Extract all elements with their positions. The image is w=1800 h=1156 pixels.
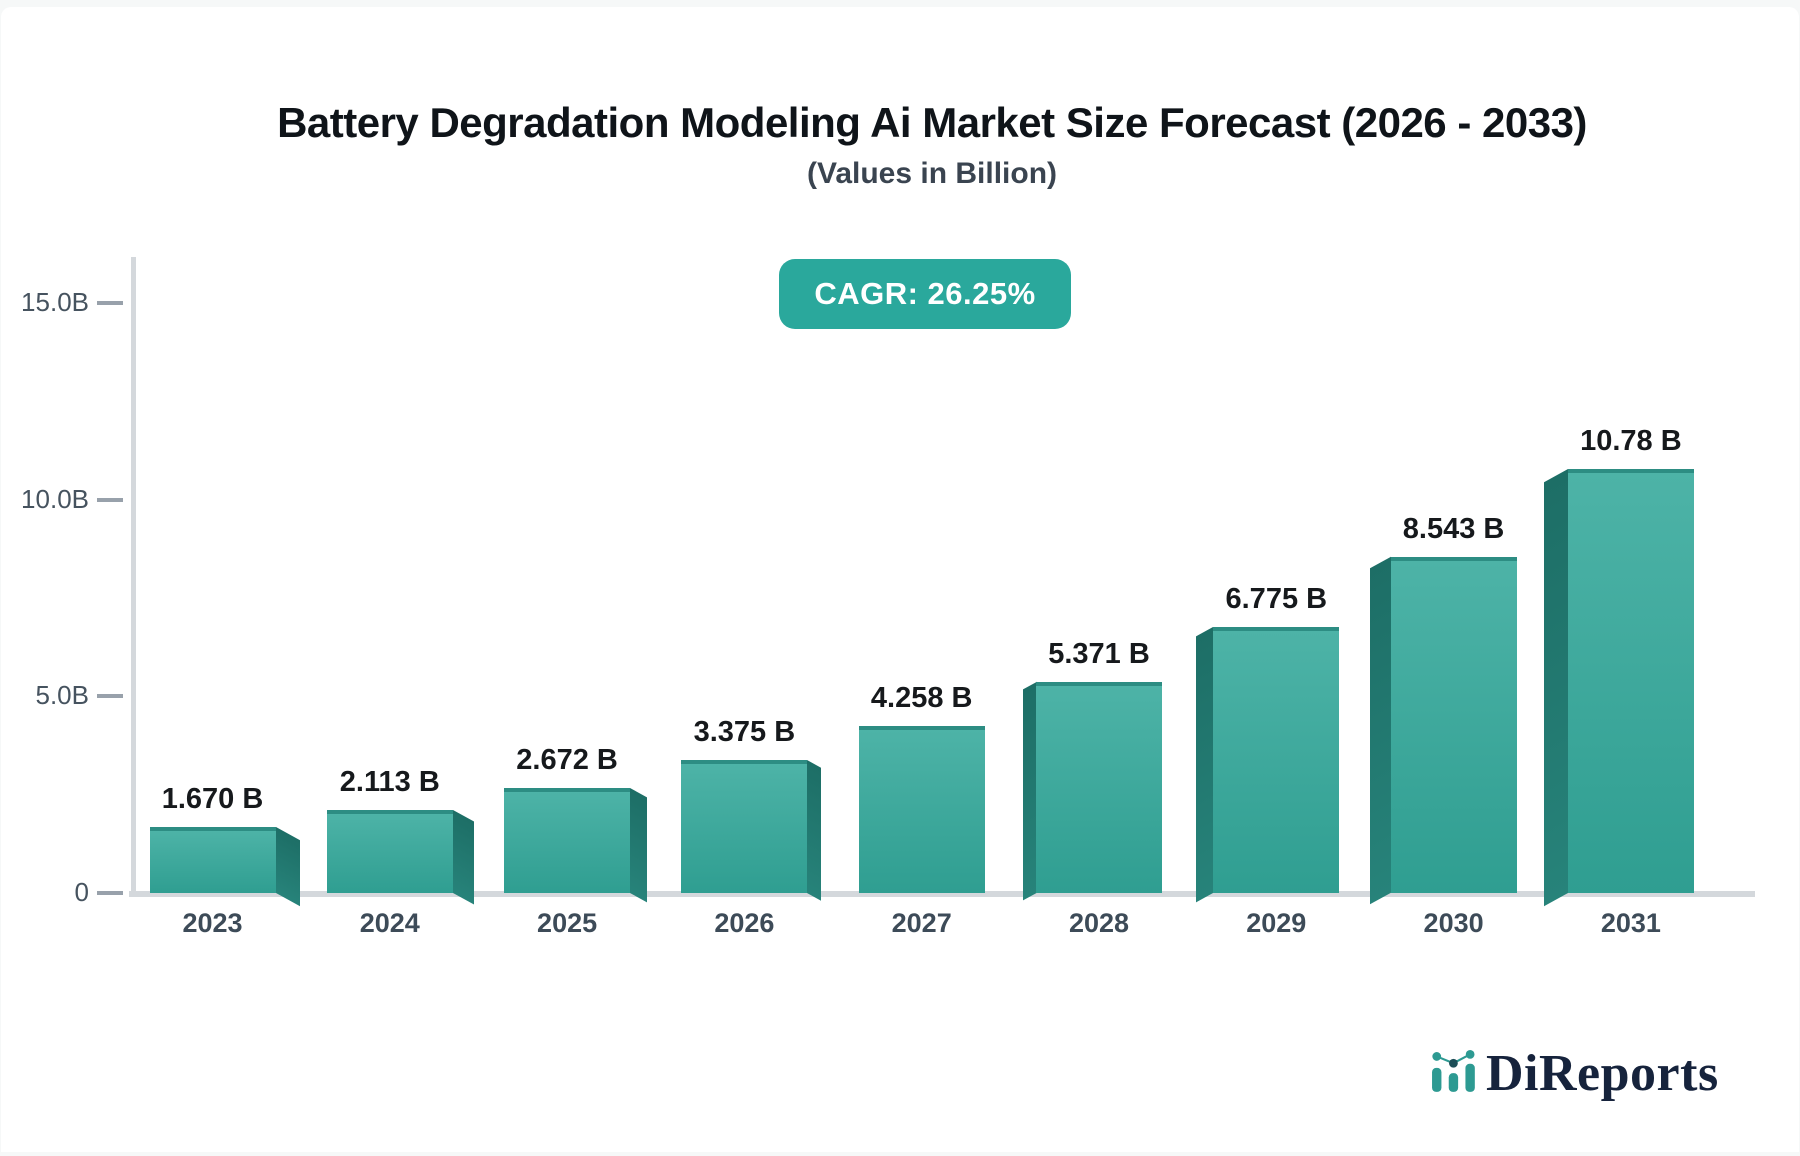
bar-side-2029 (1196, 626, 1214, 903)
bar-side-2025 (630, 787, 648, 903)
bar-value-label-2030: 8.543 B (1402, 512, 1505, 545)
bar-chart: 0 5.0B 10.0B 15.0B 1.670 B 2023 2.113 B 2024 2.6… (1, 7, 1799, 1152)
bar-2026 (681, 760, 808, 893)
x-tick-label-2027: 2027 (891, 908, 952, 938)
x-axis-line (129, 891, 1755, 897)
bar-2029 (1213, 626, 1340, 893)
bar-value-label-2029: 6.775 B (1225, 582, 1328, 615)
x-tick-label-2026: 2026 (714, 908, 775, 938)
bar-2030 (1390, 556, 1517, 893)
report-card: Battery Degradation Modeling Ai Market S… (1, 7, 1799, 1152)
y-tick-15 (97, 301, 123, 305)
y-tick-label-0: 0 (74, 877, 89, 907)
y-tick-10 (97, 497, 123, 502)
bar-side-2030 (1370, 556, 1391, 905)
bar-side-2028 (1022, 681, 1036, 901)
bar-2031 (1567, 468, 1694, 893)
bar-value-label-2024: 2.113 B (339, 765, 440, 798)
cagr-badge: CAGR: 26.25% (779, 259, 1071, 329)
bar-value-label-2025: 2.672 B (516, 743, 618, 776)
chart-subtitle: (Values in Billion) (806, 157, 1058, 190)
y-tick-label-5: 5.0B (35, 680, 90, 711)
x-tick-label-2025: 2025 (537, 908, 598, 938)
bar-2028 (1036, 681, 1162, 893)
brand-name: DiReports (1486, 1045, 1719, 1102)
bar-2024 (326, 809, 453, 893)
bar-side-2023 (275, 827, 300, 907)
bar-2025 (504, 787, 631, 893)
y-tick-5 (97, 694, 123, 699)
bar-value-label-2023: 1.670 B (161, 783, 264, 816)
bar-value-label-2031: 10.78 B (1580, 424, 1682, 457)
chart-title: Battery Degradation Modeling Ai Market S… (277, 99, 1587, 146)
bar-side-2024 (452, 809, 474, 905)
y-tick-label-10: 10.0B (21, 483, 89, 514)
bar-line-chart-icon (1432, 1049, 1475, 1092)
bar-side-2031 (1543, 468, 1568, 907)
bar-2023 (149, 827, 276, 893)
x-tick-label-2028: 2028 (1068, 908, 1130, 938)
x-tick-label-2029: 2029 (1246, 908, 1307, 938)
x-tick-label-2023: 2023 (182, 908, 243, 938)
bar-value-label-2026: 3.375 B (693, 716, 796, 749)
x-tick-label-2024: 2024 (359, 908, 420, 938)
bar-value-label-2027: 4.258 B (870, 681, 973, 714)
bar-2027 (858, 725, 985, 893)
x-tick-label-2031: 2031 (1600, 908, 1661, 938)
bar-value-label-2028: 5.371 B (1048, 637, 1150, 670)
x-tick-label-2030: 2030 (1423, 908, 1484, 938)
y-tick-label-15: 15.0B (21, 287, 89, 317)
y-axis-line (131, 257, 136, 897)
brand-logo: DiReports (1431, 1047, 1719, 1100)
bar-side-2026 (807, 760, 821, 901)
y-tick-0 (97, 891, 123, 895)
cagr-badge-label: CAGR: 26.25% (814, 276, 1036, 311)
